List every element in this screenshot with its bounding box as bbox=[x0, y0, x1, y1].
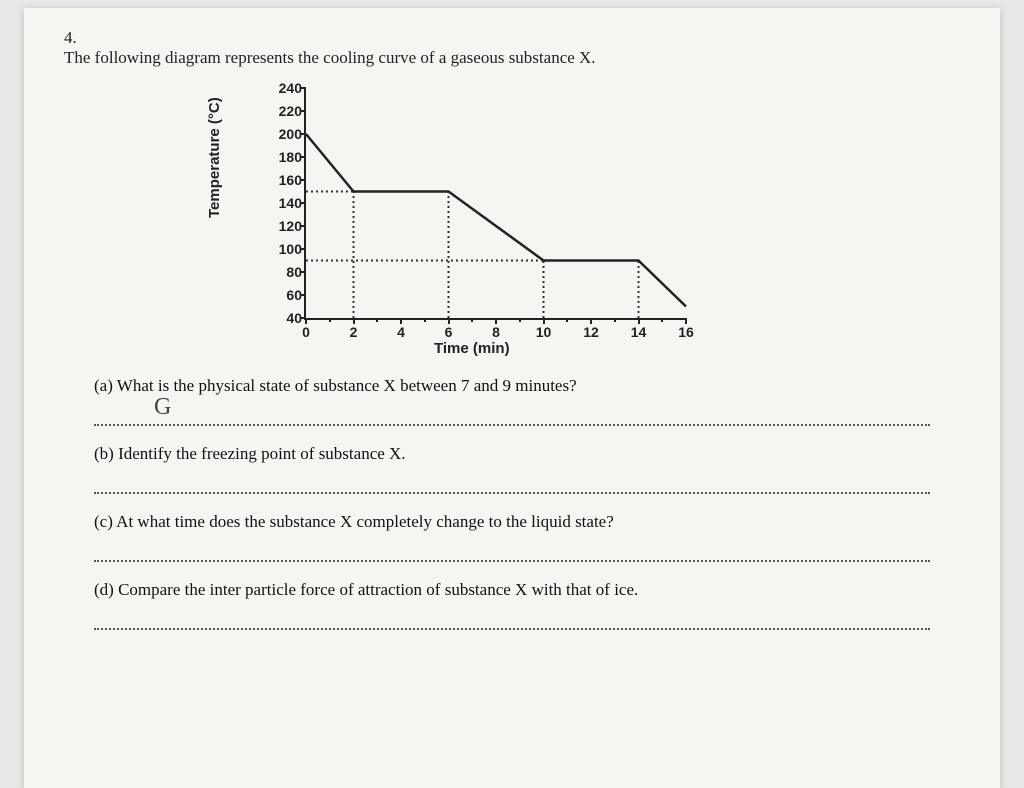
answer-line-b bbox=[94, 472, 930, 494]
x-tick-label: 12 bbox=[581, 324, 601, 340]
y-tick-label: 160 bbox=[266, 172, 302, 188]
y-tick-mark bbox=[301, 87, 306, 89]
y-tick-label: 200 bbox=[266, 126, 302, 142]
sub-d: (d) Compare the inter particle force of … bbox=[94, 580, 960, 600]
plot-area: 4060801001201401601802002202400246810121… bbox=[304, 88, 686, 320]
x-tick-mark bbox=[400, 318, 402, 324]
x-tick-mark bbox=[353, 318, 355, 324]
y-tick-label: 140 bbox=[266, 195, 302, 211]
x-tick-mark bbox=[305, 318, 307, 324]
x-tick-label: 14 bbox=[629, 324, 649, 340]
question-number: 4. bbox=[64, 28, 94, 48]
x-minor-tick-mark bbox=[329, 318, 331, 322]
x-minor-tick-mark bbox=[614, 318, 616, 322]
x-tick-label: 16 bbox=[676, 324, 696, 340]
x-minor-tick-mark bbox=[471, 318, 473, 322]
sub-a: (a) What is the physical state of substa… bbox=[94, 376, 960, 396]
question-header: 4. The following diagram represents the … bbox=[64, 28, 960, 68]
x-minor-tick-mark bbox=[376, 318, 378, 322]
x-minor-tick-mark bbox=[519, 318, 521, 322]
y-tick-mark bbox=[301, 294, 306, 296]
y-axis-label: Temperature (°C) bbox=[206, 97, 223, 218]
sub-c: (c) At what time does the substance X co… bbox=[94, 512, 960, 532]
question-text: The following diagram represents the coo… bbox=[64, 48, 944, 68]
x-tick-mark bbox=[543, 318, 545, 324]
cooling-curve-chart: Temperature (°C) Time (min) 406080100120… bbox=[234, 78, 714, 358]
x-tick-label: 0 bbox=[296, 324, 316, 340]
y-tick-mark bbox=[301, 133, 306, 135]
y-tick-mark bbox=[301, 225, 306, 227]
y-tick-label: 80 bbox=[266, 264, 302, 280]
x-tick-label: 10 bbox=[534, 324, 554, 340]
x-tick-mark bbox=[685, 318, 687, 324]
y-tick-mark bbox=[301, 248, 306, 250]
sub-b: (b) Identify the freezing point of subst… bbox=[94, 444, 960, 464]
handwritten-answer-a: G bbox=[154, 394, 171, 421]
x-tick-label: 6 bbox=[439, 324, 459, 340]
x-tick-mark bbox=[448, 318, 450, 324]
y-tick-label: 60 bbox=[266, 287, 302, 303]
y-tick-label: 180 bbox=[266, 149, 302, 165]
y-tick-label: 220 bbox=[266, 103, 302, 119]
x-axis-label: Time (min) bbox=[434, 340, 510, 357]
y-tick-label: 120 bbox=[266, 218, 302, 234]
y-tick-mark bbox=[301, 156, 306, 158]
y-tick-mark bbox=[301, 110, 306, 112]
x-tick-label: 2 bbox=[344, 324, 364, 340]
y-tick-mark bbox=[301, 202, 306, 204]
y-tick-mark bbox=[301, 271, 306, 273]
worksheet-page: 4. The following diagram represents the … bbox=[24, 8, 1000, 788]
x-minor-tick-mark bbox=[566, 318, 568, 322]
y-tick-label: 240 bbox=[266, 80, 302, 96]
y-tick-mark bbox=[301, 179, 306, 181]
answer-line-a: G bbox=[94, 404, 930, 426]
answer-line-c bbox=[94, 540, 930, 562]
x-tick-label: 8 bbox=[486, 324, 506, 340]
y-tick-label: 100 bbox=[266, 241, 302, 257]
x-minor-tick-mark bbox=[661, 318, 663, 322]
chart-svg bbox=[306, 88, 686, 318]
x-tick-label: 4 bbox=[391, 324, 411, 340]
x-minor-tick-mark bbox=[424, 318, 426, 322]
x-tick-mark bbox=[590, 318, 592, 324]
x-tick-mark bbox=[495, 318, 497, 324]
answer-line-d bbox=[94, 608, 930, 630]
x-tick-mark bbox=[638, 318, 640, 324]
